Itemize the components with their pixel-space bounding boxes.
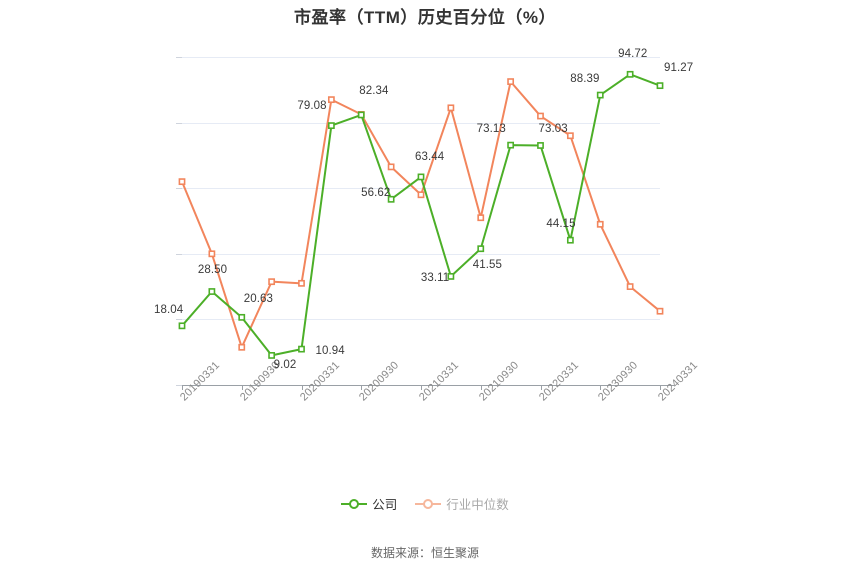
x-axis-tick-mark xyxy=(361,385,363,390)
data-label: 9.02 xyxy=(273,359,297,372)
y-axis-tick-mark xyxy=(176,57,182,58)
data-point-marker[interactable] xyxy=(387,163,395,171)
data-point-marker[interactable] xyxy=(298,345,305,353)
legend-line-industry-median-icon xyxy=(415,498,442,509)
data-label: 94.72 xyxy=(618,48,648,61)
chart-legend[interactable]: 公司 行业中位数 xyxy=(0,494,850,513)
data-point-marker[interactable] xyxy=(596,91,604,99)
gridline xyxy=(182,188,660,190)
data-point-marker[interactable] xyxy=(357,111,365,119)
data-label: 28.50 xyxy=(197,263,228,276)
legend-line-company-icon xyxy=(341,498,368,509)
data-point-marker[interactable] xyxy=(178,322,186,330)
x-axis-tick-mark xyxy=(480,385,482,390)
data-point-marker[interactable] xyxy=(178,178,186,186)
data-point-marker[interactable] xyxy=(447,272,455,280)
x-axis-tick-mark xyxy=(600,385,602,390)
data-point-marker[interactable] xyxy=(656,307,664,315)
legend-item-company[interactable]: 公司 xyxy=(341,494,397,513)
y-axis-tick-mark xyxy=(176,319,182,321)
data-label: 18.04 xyxy=(154,303,184,316)
source-note: 数据来源：恒生聚源 xyxy=(370,546,479,560)
data-label: 33.11 xyxy=(420,272,450,285)
data-point-marker[interactable] xyxy=(626,70,634,78)
data-label: 91.27 xyxy=(664,61,694,74)
gridline xyxy=(182,319,660,321)
series-line-industry-median xyxy=(181,80,661,349)
x-axis-tick-label: 20240331 xyxy=(656,359,701,404)
chart-title: 市盈率（TTM）历史百分位（%） xyxy=(293,8,557,27)
data-point-marker[interactable] xyxy=(566,132,574,140)
data-label: 41.55 xyxy=(472,258,503,271)
data-point-marker[interactable] xyxy=(566,236,574,244)
gridline xyxy=(182,122,660,124)
legend-item-industry-median[interactable]: 行业中位数 xyxy=(415,494,509,513)
data-label: 63.44 xyxy=(415,150,445,163)
x-axis-line xyxy=(176,385,674,386)
x-axis-tick-mark xyxy=(540,385,542,390)
data-point-marker[interactable] xyxy=(477,214,485,222)
y-axis-tick-mark xyxy=(176,385,182,386)
data-label: 82.34 xyxy=(359,84,389,97)
data-point-marker[interactable] xyxy=(477,245,485,253)
data-point-marker[interactable] xyxy=(537,112,544,120)
gridline xyxy=(182,57,660,58)
data-point-marker[interactable] xyxy=(238,343,246,351)
series-line-company xyxy=(181,73,661,357)
data-point-marker[interactable] xyxy=(298,279,305,287)
data-label: 10.94 xyxy=(315,345,345,358)
data-point-marker[interactable] xyxy=(626,283,634,290)
y-axis-tick-mark xyxy=(176,253,182,255)
data-point-marker[interactable] xyxy=(208,250,216,258)
data-label: 88.39 xyxy=(570,73,600,86)
x-axis-tick-mark xyxy=(421,385,422,390)
data-point-marker[interactable] xyxy=(327,122,335,130)
data-point-marker[interactable] xyxy=(537,142,544,149)
legend-label-company: 公司 xyxy=(372,498,398,512)
data-label: 56.62 xyxy=(361,187,391,200)
data-label: 73.03 xyxy=(538,123,568,136)
y-axis-tick-mark xyxy=(176,188,182,190)
data-point-marker[interactable] xyxy=(268,352,276,359)
data-point-marker[interactable] xyxy=(387,195,395,203)
x-axis-tick-mark xyxy=(241,385,243,390)
data-point-marker[interactable] xyxy=(238,313,246,321)
y-axis-tick-mark xyxy=(176,122,182,124)
data-point-marker[interactable] xyxy=(417,173,425,181)
x-axis-tick-mark xyxy=(301,385,303,390)
data-point-marker[interactable] xyxy=(327,96,335,104)
data-point-marker[interactable] xyxy=(447,104,455,112)
gridline xyxy=(182,253,660,255)
data-point-marker[interactable] xyxy=(507,141,515,149)
data-point-marker[interactable] xyxy=(417,191,425,199)
data-point-marker[interactable] xyxy=(507,78,515,85)
x-axis-tick-mark xyxy=(660,385,661,390)
data-point-marker[interactable] xyxy=(268,278,276,286)
data-point-marker[interactable] xyxy=(208,288,216,295)
data-point-marker[interactable] xyxy=(656,82,664,90)
data-point-marker[interactable] xyxy=(596,220,604,228)
data-label: 44.15 xyxy=(546,218,576,231)
x-axis-tick-mark xyxy=(182,385,183,390)
legend-label-industry-median: 行业中位数 xyxy=(446,498,509,512)
plot-area: 020406080100 201903312019093020200331202… xyxy=(154,48,700,403)
data-label: 79.08 xyxy=(297,99,327,112)
series-lines xyxy=(178,70,664,359)
data-label: 73.13 xyxy=(476,123,506,136)
data-label: 20.63 xyxy=(243,293,274,306)
